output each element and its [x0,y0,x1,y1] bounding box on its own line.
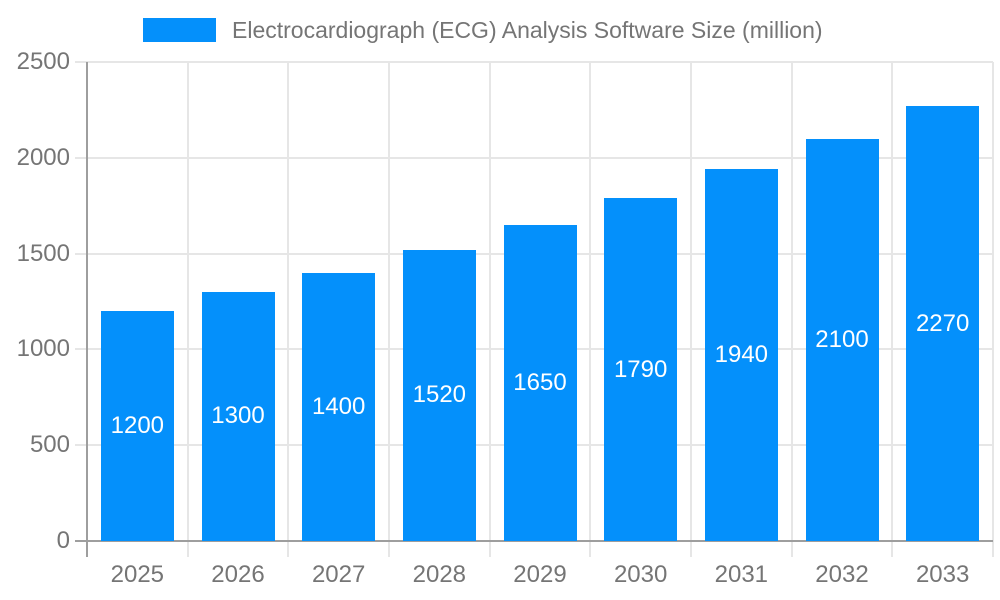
bar-value-label: 1300 [211,402,265,430]
bar-value-label: 1790 [613,355,668,383]
gridline-vertical [488,62,491,557]
bar-value-label: 1520 [412,381,467,409]
gridline-vertical [287,62,290,557]
bar-2025[interactable]: 1200 [100,311,174,541]
bar-value-label: 1200 [110,412,165,440]
bar-value-label: 1650 [513,368,567,396]
x-tick-label: 2030 [613,561,668,588]
gridline-vertical [690,62,692,557]
x-tick-label: 2031 [714,561,769,588]
bar-value-label: 2270 [915,309,970,337]
x-tick-label: 2029 [513,561,567,588]
legend[interactable]: Electrocardiograph (ECG) Analysis Softwa… [143,16,823,43]
bar-2029[interactable]: 1650 [503,224,577,541]
x-tick-label: 2028 [412,561,467,588]
gridline-vertical [388,62,390,557]
y-tick-label: 0 [56,527,70,554]
bar-value-label: 1940 [714,341,769,369]
y-tick-label: 1500 [16,239,70,267]
x-tick-label: 2033 [915,561,970,588]
bar-2027[interactable]: 1400 [302,272,376,541]
gridline-vertical [992,62,994,557]
gridline-vertical [186,62,189,557]
x-tick-label: 2025 [110,561,165,588]
bar-2028[interactable]: 1520 [402,249,476,541]
bar-2031[interactable]: 1940 [704,169,778,541]
y-tick-label: 500 [29,431,70,459]
x-tick-label: 2032 [815,561,869,588]
x-axis-line [75,540,993,542]
bar-value-label: 2100 [815,325,869,353]
y-axis-line [86,62,88,557]
legend-swatch-icon [143,18,216,42]
gridline-horizontal [75,61,993,63]
x-tick-label: 2026 [211,561,265,588]
y-tick-label: 1000 [16,335,70,363]
y-tick-label: 2500 [16,48,70,75]
gridline-vertical [790,62,793,557]
gridline-vertical [589,62,592,557]
bar-2030[interactable]: 1790 [604,198,678,541]
bar-2026[interactable]: 1300 [201,291,275,541]
y-tick-label: 2000 [16,143,70,171]
legend-label: Electrocardiograph (ECG) Analysis Softwa… [232,16,823,43]
bar-2032[interactable]: 2100 [805,138,879,541]
bar-2033[interactable]: 2270 [906,106,980,541]
gridline-horizontal [75,156,993,159]
x-tick-label: 2027 [311,561,366,588]
bar-value-label: 1400 [311,392,366,420]
gridline-vertical [891,62,894,557]
